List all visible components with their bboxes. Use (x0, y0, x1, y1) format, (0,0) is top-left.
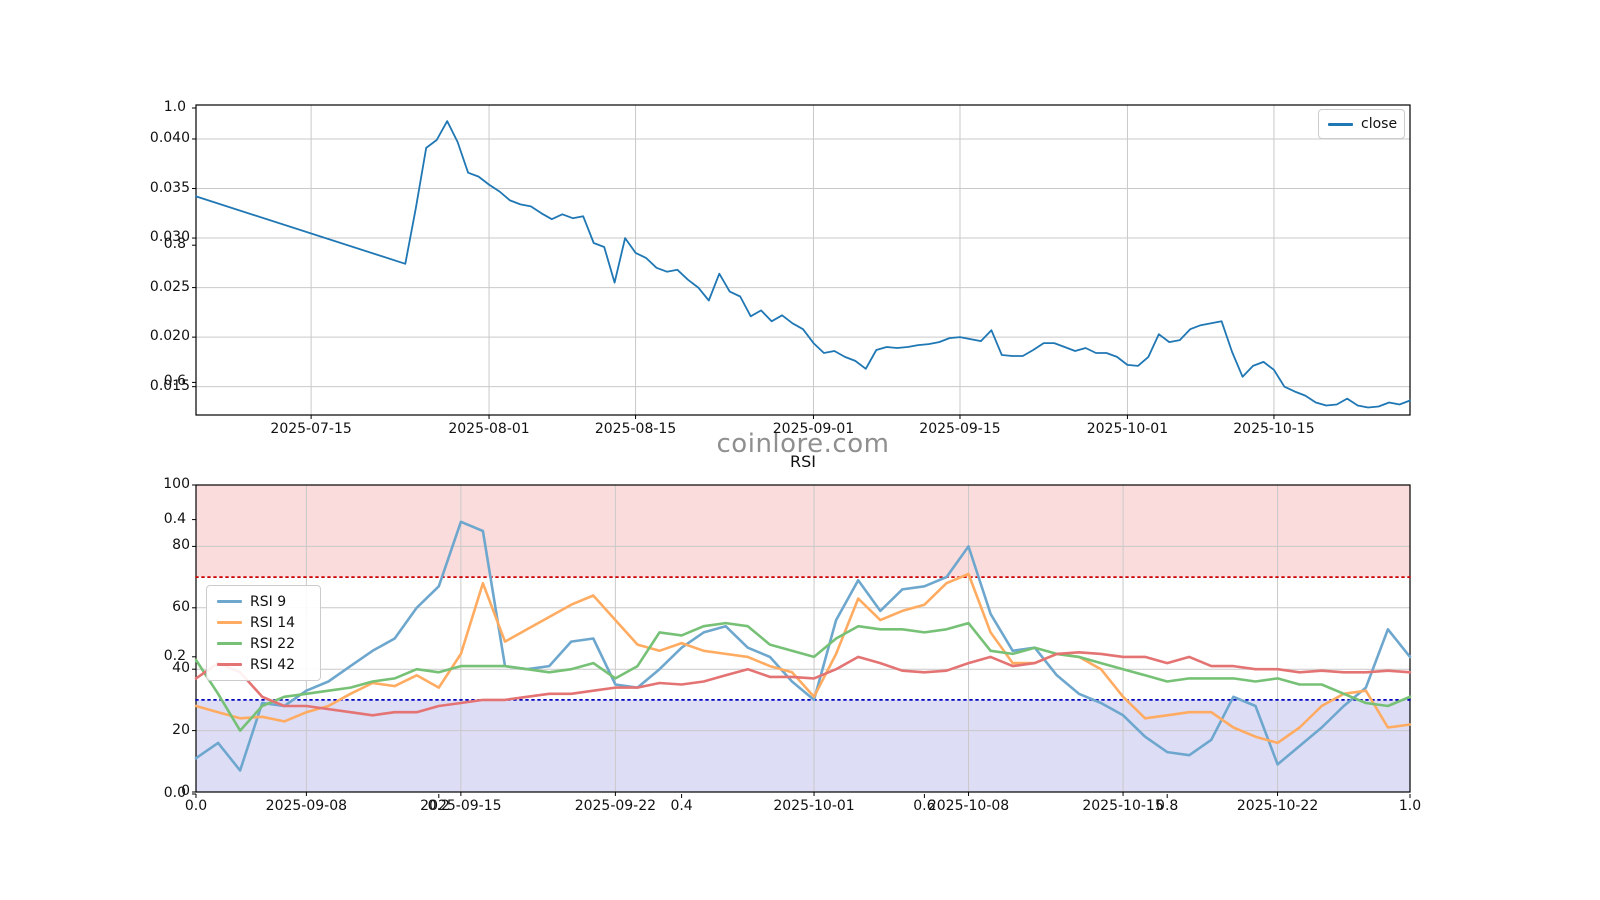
rsi-line-rsi14 (194, 572, 1412, 745)
overbought-band (196, 485, 1410, 578)
price-chart-spines (195, 104, 1411, 416)
rsi-chart-spines (195, 484, 1411, 793)
rsi-line-rsi42 (194, 650, 1412, 717)
rsi-line-rsi9 (194, 520, 1412, 772)
rsi-line-rsi22 (194, 621, 1412, 732)
oversold-band (196, 699, 1410, 792)
close-line (195, 120, 1411, 409)
